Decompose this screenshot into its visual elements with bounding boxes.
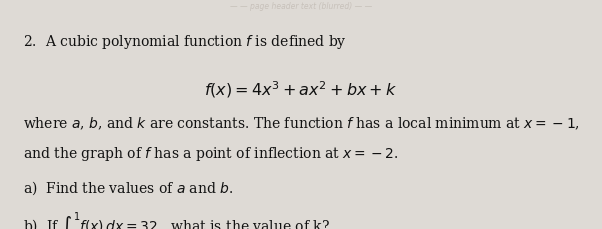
Text: where $a$, $b$, and $k$ are constants. The function $f$ has a local minimum at $: where $a$, $b$, and $k$ are constants. T… xyxy=(23,116,580,132)
Text: a)  Find the values of $a$ and $b$.: a) Find the values of $a$ and $b$. xyxy=(23,180,233,197)
Text: $f(x) = 4x^3 + ax^2 + bx + k$: $f(x) = 4x^3 + ax^2 + bx + k$ xyxy=(205,79,397,100)
Text: and the graph of $f$ has a point of inflection at $x = -2$.: and the graph of $f$ has a point of infl… xyxy=(23,145,399,164)
Text: 2.  A cubic polynomial function $f$ is defined by: 2. A cubic polynomial function $f$ is de… xyxy=(23,33,347,51)
Text: — — page header text (blurred) — —: — — page header text (blurred) — — xyxy=(230,2,372,11)
Text: b)  If $\int_0^1 f(x)\,dx = 32$,  what is the value of k?: b) If $\int_0^1 f(x)\,dx = 32$, what is … xyxy=(23,210,330,229)
